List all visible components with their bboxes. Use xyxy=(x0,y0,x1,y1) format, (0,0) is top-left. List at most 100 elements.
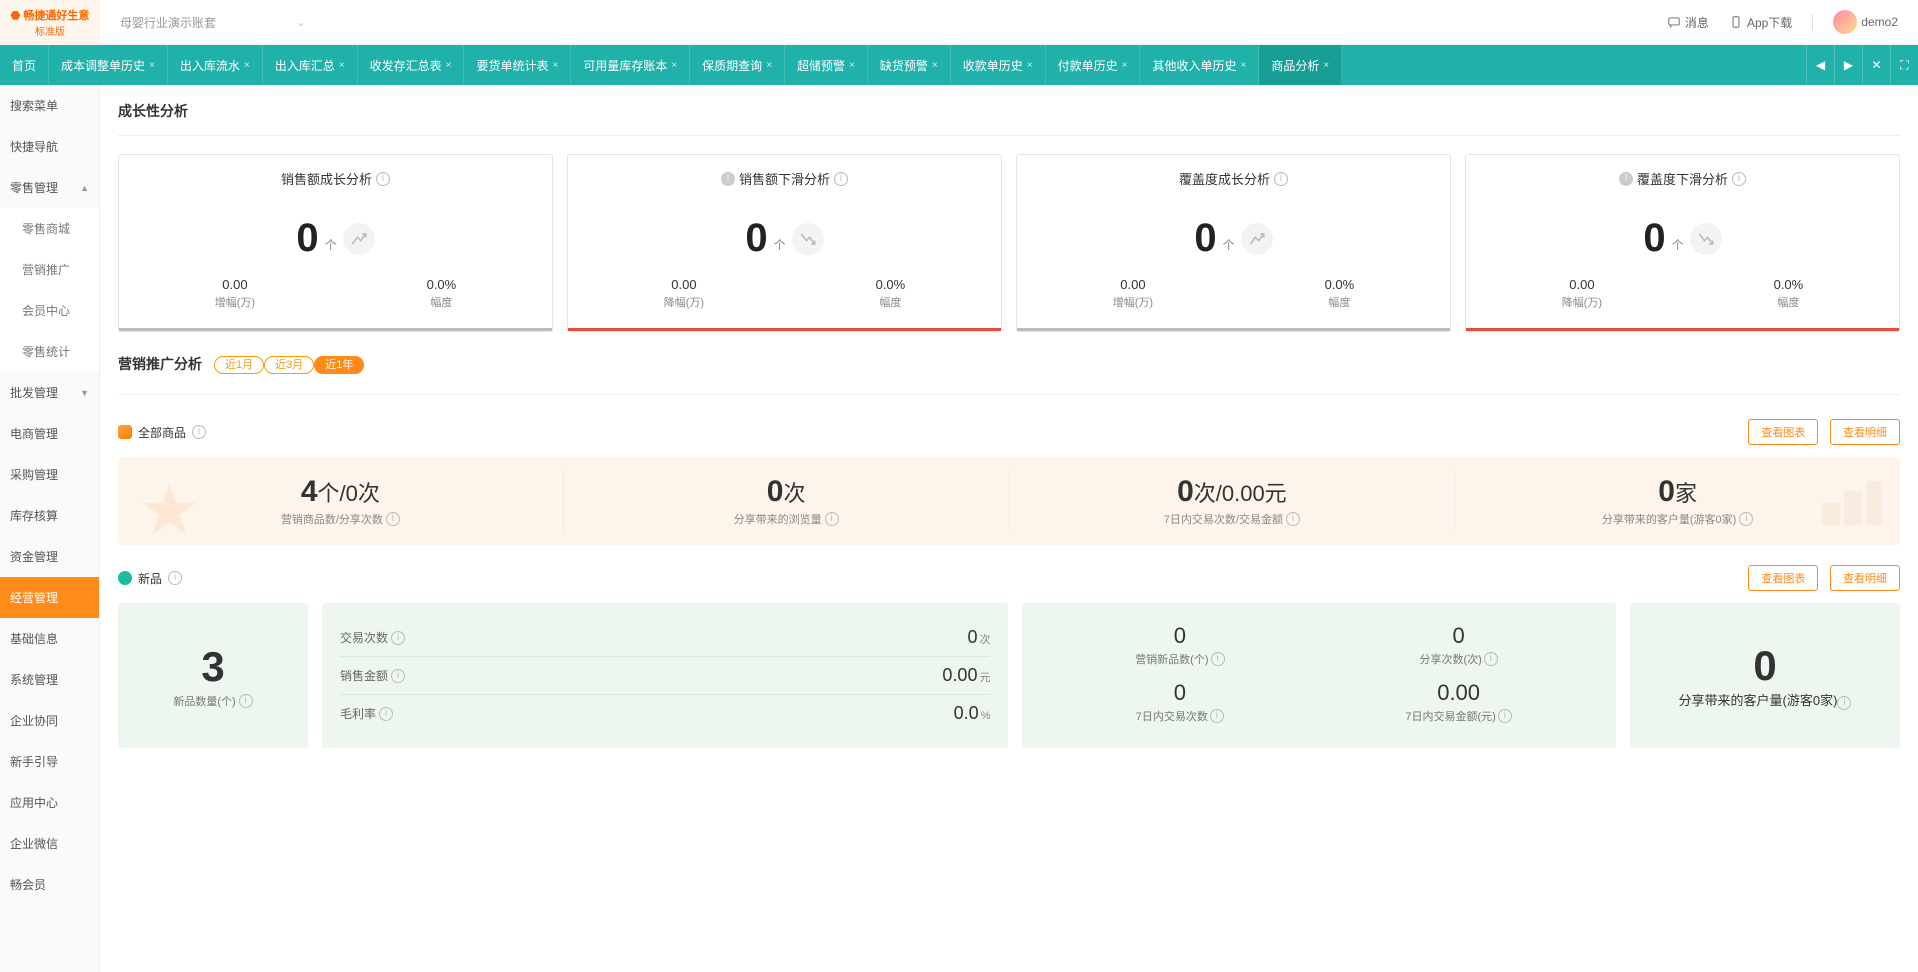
info-icon[interactable]: i xyxy=(1274,172,1288,186)
avatar xyxy=(1833,10,1857,34)
info-icon[interactable]: i xyxy=(376,172,390,186)
close-icon[interactable]: × xyxy=(339,60,345,71)
sidebar-item[interactable]: 搜索菜单 xyxy=(0,85,99,126)
info-icon[interactable]: i xyxy=(239,694,253,708)
marketing-title: 营销推广分析 xyxy=(118,354,202,374)
app-download-link[interactable]: App下载 xyxy=(1729,14,1792,31)
tab-item[interactable]: 其他收入单历史 × xyxy=(1140,45,1259,85)
sidebar-item[interactable]: 畅会员 xyxy=(0,864,99,905)
sidebar-item[interactable]: 零售商城 xyxy=(0,208,99,249)
growth-card[interactable]: !覆盖度下滑分析i0个0.00降幅(万)0.0%幅度 xyxy=(1465,154,1900,332)
mini-stat: 0.007日内交易金额(元)i xyxy=(1319,676,1598,733)
view-detail-button[interactable]: 查看明细 xyxy=(1830,419,1900,445)
close-icon[interactable]: × xyxy=(552,60,558,71)
close-icon[interactable]: × xyxy=(244,60,250,71)
sidebar-item[interactable]: 基础信息 xyxy=(0,618,99,659)
metric-label: 幅度 xyxy=(876,294,906,310)
tab-close-all[interactable]: ✕ xyxy=(1862,45,1890,85)
tab-item[interactable]: 保质期查询× xyxy=(690,45,785,85)
info-icon[interactable]: i xyxy=(391,631,405,645)
sidebar-item[interactable]: 新手引导 xyxy=(0,741,99,782)
info-icon[interactable]: i xyxy=(386,512,400,526)
view-chart-button[interactable]: 查看图表 xyxy=(1748,565,1818,591)
growth-card[interactable]: 覆盖度成长分析i0个0.00增幅(万)0.0%幅度 xyxy=(1016,154,1451,332)
sidebar-item[interactable]: 零售统计 xyxy=(0,331,99,372)
close-icon[interactable]: × xyxy=(1323,60,1329,71)
sidebar-item[interactable]: 应用中心 xyxy=(0,782,99,823)
info-icon[interactable]: i xyxy=(192,425,206,439)
close-icon[interactable]: × xyxy=(1122,60,1128,71)
tab-scroll-left[interactable]: ◀ xyxy=(1806,45,1834,85)
tab-home[interactable]: 首页 xyxy=(0,45,49,85)
sidebar-item[interactable]: 营销推广 xyxy=(0,249,99,290)
tab-item[interactable]: 出入库流水× xyxy=(168,45,263,85)
fullscreen-toggle[interactable]: ⛶ xyxy=(1890,45,1918,85)
tab-label: 要货单统计表 xyxy=(476,57,548,74)
info-icon[interactable]: i xyxy=(391,669,405,683)
close-icon[interactable]: × xyxy=(932,60,938,71)
metric-value: 0.0% xyxy=(1325,277,1355,292)
info-icon[interactable]: i xyxy=(834,172,848,186)
new-products-mini-box: 0营销新品数(个)i07日内交易次数i0分享次数(次)i0.007日内交易金额(… xyxy=(1022,603,1616,748)
info-icon[interactable]: i xyxy=(1484,652,1498,666)
info-icon[interactable]: i xyxy=(168,571,182,585)
info-icon[interactable]: i xyxy=(1498,709,1512,723)
sidebar-item[interactable]: 系统管理 xyxy=(0,659,99,700)
close-icon[interactable]: × xyxy=(149,60,155,71)
sidebar-item[interactable]: 资金管理 xyxy=(0,536,99,577)
close-icon[interactable]: × xyxy=(446,60,452,71)
close-icon[interactable]: × xyxy=(1240,60,1246,71)
close-icon[interactable]: × xyxy=(766,60,772,71)
account-selector[interactable]: 母婴行业演示账套 ⌄ xyxy=(120,14,1667,31)
period-filter[interactable]: 近1月 xyxy=(214,356,264,374)
tab-item[interactable]: 商品分析× xyxy=(1259,45,1342,85)
sidebar-item[interactable]: 电商管理 xyxy=(0,413,99,454)
sidebar-item-label: 快捷导航 xyxy=(10,138,58,155)
tab-item[interactable]: 超储预警× xyxy=(785,45,868,85)
sidebar-item[interactable]: 经营管理 xyxy=(0,577,99,618)
close-icon[interactable]: × xyxy=(849,60,855,71)
metric-label: 降幅(万) xyxy=(664,294,704,310)
view-chart-button[interactable]: 查看图表 xyxy=(1748,419,1818,445)
growth-card[interactable]: !销售额下滑分析i0个0.00降幅(万)0.0%幅度 xyxy=(567,154,1002,332)
tab-scroll-right[interactable]: ▶ xyxy=(1834,45,1862,85)
period-filter[interactable]: 近1年 xyxy=(314,356,364,374)
growth-card[interactable]: 销售额成长分析i0个0.00增幅(万)0.0%幅度 xyxy=(118,154,553,332)
sidebar-item[interactable]: 快捷导航 xyxy=(0,126,99,167)
tab-item[interactable]: 收款单历史× xyxy=(951,45,1046,85)
messages-link[interactable]: 消息 xyxy=(1667,14,1709,31)
sidebar-item[interactable]: 企业协同 xyxy=(0,700,99,741)
tab-item[interactable]: 可用量库存账本× xyxy=(571,45,690,85)
tab-item[interactable]: 收发存汇总表× xyxy=(358,45,465,85)
info-icon[interactable]: i xyxy=(1732,172,1746,186)
sidebar-item[interactable]: 企业微信 xyxy=(0,823,99,864)
info-icon[interactable]: i xyxy=(379,707,393,721)
mini-value: 0 xyxy=(1046,623,1313,649)
sidebar-item[interactable]: 会员中心 xyxy=(0,290,99,331)
close-icon[interactable]: × xyxy=(671,60,677,71)
close-icon[interactable]: × xyxy=(1027,60,1033,71)
period-filter[interactable]: 近3月 xyxy=(264,356,314,374)
sidebar-item[interactable]: 批发管理▼ xyxy=(0,372,99,413)
tab-item[interactable]: 成本调整单历史× xyxy=(49,45,168,85)
tab-item[interactable]: 缺货预警× xyxy=(868,45,951,85)
sidebar-item[interactable]: 零售管理▲ xyxy=(0,167,99,208)
info-icon[interactable]: i xyxy=(1211,652,1225,666)
info-icon[interactable]: i xyxy=(1739,512,1753,526)
info-icon[interactable]: i xyxy=(1286,512,1300,526)
tab-item[interactable]: 付款单历史× xyxy=(1046,45,1141,85)
all-products-header: 全部商品 i 查看图表 查看明细 xyxy=(118,413,1900,451)
trend-icon xyxy=(343,223,375,255)
tab-label: 其他收入单历史 xyxy=(1152,57,1236,74)
info-icon[interactable]: i xyxy=(1210,709,1224,723)
sidebar-item[interactable]: 库存核算 xyxy=(0,495,99,536)
user-menu[interactable]: demo2 xyxy=(1833,10,1898,34)
card-value: 0 xyxy=(1194,216,1216,261)
info-icon[interactable]: i xyxy=(1837,696,1851,710)
info-icon[interactable]: i xyxy=(825,512,839,526)
sidebar-item[interactable]: 采购管理 xyxy=(0,454,99,495)
tab-item[interactable]: 要货单统计表 × xyxy=(464,45,571,85)
tab-item[interactable]: 出入库汇总× xyxy=(263,45,358,85)
content: 成长性分析 销售额成长分析i0个0.00增幅(万)0.0%幅度!销售额下滑分析i… xyxy=(100,85,1918,972)
view-detail-button[interactable]: 查看明细 xyxy=(1830,565,1900,591)
